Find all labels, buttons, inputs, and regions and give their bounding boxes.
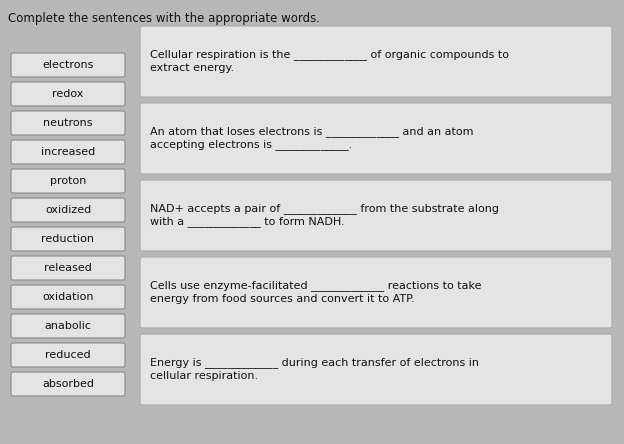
Text: proton: proton (50, 176, 86, 186)
Text: oxidized: oxidized (45, 205, 91, 215)
Text: Energy is _____________ during each transfer of electrons in: Energy is _____________ during each tran… (150, 357, 479, 369)
FancyBboxPatch shape (11, 285, 125, 309)
Text: reduced: reduced (45, 350, 91, 360)
FancyBboxPatch shape (11, 53, 125, 77)
Text: absorbed: absorbed (42, 379, 94, 389)
Text: extract energy.: extract energy. (150, 63, 234, 73)
FancyBboxPatch shape (140, 257, 612, 328)
FancyBboxPatch shape (11, 256, 125, 280)
Text: Cells use enzyme-facilitated _____________ reactions to take: Cells use enzyme-facilitated ___________… (150, 281, 482, 291)
Text: electrons: electrons (42, 60, 94, 70)
FancyBboxPatch shape (11, 314, 125, 338)
Text: accepting electrons is _____________.: accepting electrons is _____________. (150, 139, 353, 151)
FancyBboxPatch shape (11, 169, 125, 193)
Text: cellular respiration.: cellular respiration. (150, 371, 258, 381)
FancyBboxPatch shape (11, 343, 125, 367)
Text: released: released (44, 263, 92, 273)
FancyBboxPatch shape (11, 198, 125, 222)
FancyBboxPatch shape (140, 180, 612, 251)
FancyBboxPatch shape (11, 140, 125, 164)
Text: Complete the sentences with the appropriate words.: Complete the sentences with the appropri… (8, 12, 320, 25)
Text: An atom that loses electrons is _____________ and an atom: An atom that loses electrons is ________… (150, 127, 474, 138)
Text: energy from food sources and convert it to ATP.: energy from food sources and convert it … (150, 294, 415, 304)
FancyBboxPatch shape (140, 103, 612, 174)
FancyBboxPatch shape (140, 334, 612, 405)
Text: anabolic: anabolic (44, 321, 92, 331)
Text: redox: redox (52, 89, 84, 99)
FancyBboxPatch shape (11, 227, 125, 251)
Text: neutrons: neutrons (43, 118, 93, 128)
FancyBboxPatch shape (11, 111, 125, 135)
Text: oxidation: oxidation (42, 292, 94, 302)
Text: increased: increased (41, 147, 95, 157)
FancyBboxPatch shape (140, 26, 612, 97)
Text: reduction: reduction (42, 234, 94, 244)
Text: NAD+ accepts a pair of _____________ from the substrate along: NAD+ accepts a pair of _____________ fro… (150, 203, 499, 214)
FancyBboxPatch shape (11, 82, 125, 106)
Text: with a _____________ to form NADH.: with a _____________ to form NADH. (150, 217, 344, 227)
Text: Cellular respiration is the _____________ of organic compounds to: Cellular respiration is the ____________… (150, 50, 509, 60)
FancyBboxPatch shape (11, 372, 125, 396)
